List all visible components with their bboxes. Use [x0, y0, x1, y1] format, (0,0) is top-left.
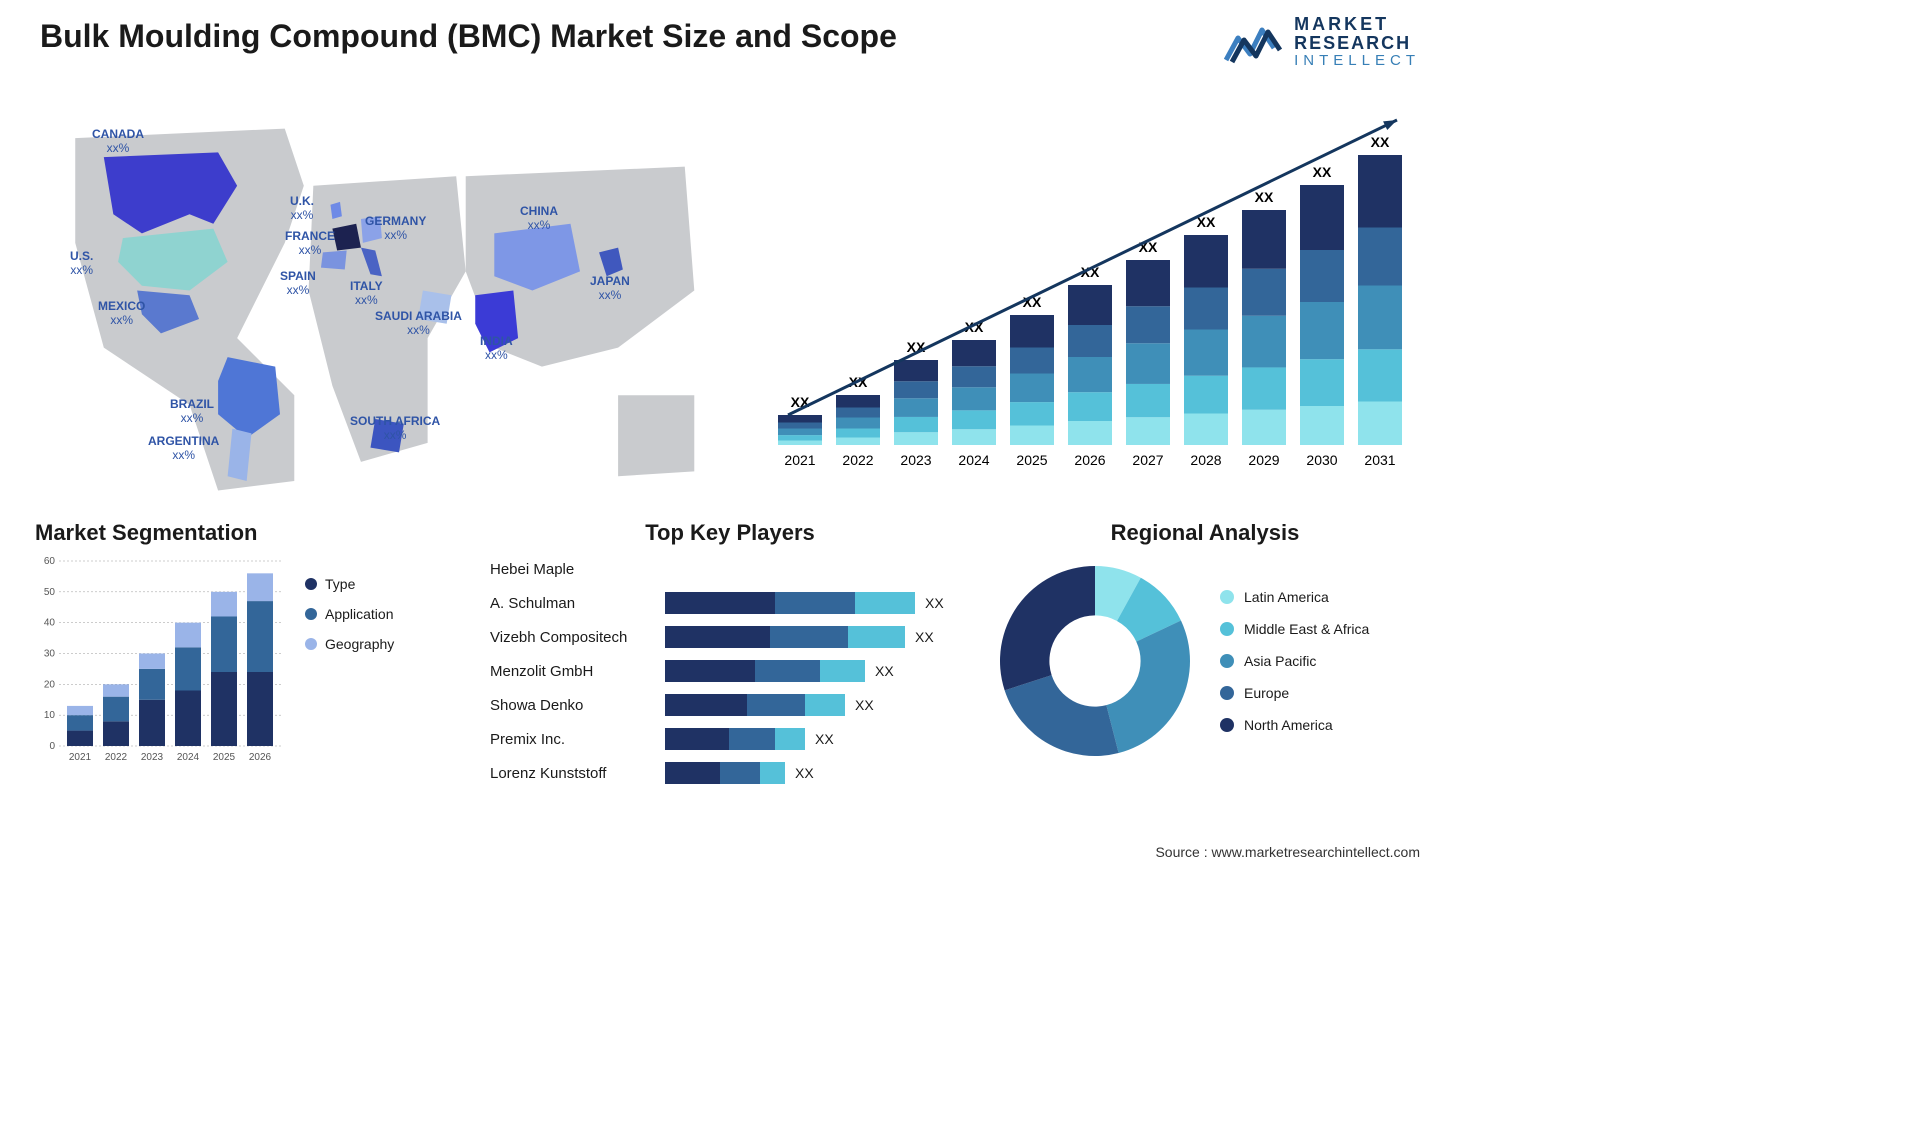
- regional-title: Regional Analysis: [990, 520, 1420, 546]
- svg-text:2021: 2021: [69, 752, 92, 763]
- market-size-chart: XX2021XX2022XX2023XX2024XX2025XX2026XX20…: [770, 105, 1420, 475]
- svg-text:2021: 2021: [784, 452, 815, 468]
- svg-text:2030: 2030: [1306, 452, 1337, 468]
- map-label-france: FRANCExx%: [285, 230, 335, 258]
- map-label-spain: SPAINxx%: [280, 270, 316, 298]
- svg-text:2025: 2025: [1016, 452, 1047, 468]
- svg-text:2025: 2025: [213, 752, 236, 763]
- map-label-south-africa: SOUTH AFRICAxx%: [350, 415, 440, 443]
- kp-row-premix-inc-: Premix Inc.XX: [490, 726, 970, 752]
- svg-text:2023: 2023: [900, 452, 931, 468]
- svg-text:40: 40: [44, 618, 56, 629]
- kp-row-lorenz-kunststoff: Lorenz KunststoffXX: [490, 760, 970, 786]
- logo-text-3: INTELLECT: [1294, 53, 1420, 69]
- svg-text:2028: 2028: [1190, 452, 1221, 468]
- svg-text:2022: 2022: [842, 452, 873, 468]
- segmentation-section: Market Segmentation 0 10 20 30 40 50 60 2021 202…: [35, 520, 435, 791]
- reg-legend-latin-america: Latin America: [1220, 589, 1369, 605]
- page-title: Bulk Moulding Compound (BMC) Market Size…: [40, 18, 897, 55]
- map-label-u-s-: U.S.xx%: [70, 250, 93, 278]
- seg-legend-application: Application: [305, 606, 394, 622]
- regional-section: Regional Analysis Latin America Middle Ea…: [990, 520, 1420, 766]
- reg-legend-middle-east-africa: Middle East & Africa: [1220, 621, 1369, 637]
- svg-text:2031: 2031: [1364, 452, 1395, 468]
- segmentation-chart: 0 10 20 30 40 50 60 2021 2022 2023 2024 2025 2026: [35, 556, 285, 791]
- map-label-brazil: BRAZILxx%: [170, 398, 214, 426]
- key-players-title: Top Key Players: [490, 520, 970, 546]
- logo-text-2: RESEARCH: [1294, 34, 1420, 53]
- svg-text:2029: 2029: [1248, 452, 1279, 468]
- kp-row-a-schulman: A. SchulmanXX: [490, 590, 970, 616]
- segmentation-title: Market Segmentation: [35, 520, 435, 546]
- map-label-germany: GERMANYxx%: [365, 215, 426, 243]
- svg-text:2023: 2023: [141, 752, 164, 763]
- regional-donut: [990, 556, 1200, 766]
- svg-text:0: 0: [49, 741, 55, 752]
- svg-text:50: 50: [44, 587, 56, 598]
- reg-legend-europe: Europe: [1220, 685, 1369, 701]
- map-label-italy: ITALYxx%: [350, 280, 383, 308]
- reg-legend-north-america: North America: [1220, 717, 1369, 733]
- svg-text:XX: XX: [1313, 164, 1332, 180]
- kp-row-showa-denko: Showa DenkoXX: [490, 692, 970, 718]
- regional-legend: Latin America Middle East & Africa Asia Pa…: [1220, 589, 1369, 733]
- map-label-mexico: MEXICOxx%: [98, 300, 145, 328]
- source-text: Source : www.marketresearchintellect.com: [1155, 844, 1420, 860]
- svg-text:2026: 2026: [1074, 452, 1105, 468]
- segmentation-legend: Type Application Geography: [305, 576, 394, 652]
- logo-text-1: MARKET: [1294, 15, 1420, 34]
- svg-text:XX: XX: [1371, 134, 1390, 150]
- logo-mark-icon: [1224, 20, 1284, 64]
- svg-text:2026: 2026: [249, 752, 272, 763]
- map-label-saudi-arabia: SAUDI ARABIAxx%: [375, 310, 462, 338]
- kp-row-hebei-maple: Hebei Maple: [490, 556, 970, 582]
- reg-legend-asia-pacific: Asia Pacific: [1220, 653, 1369, 669]
- seg-legend-geography: Geography: [305, 636, 394, 652]
- seg-legend-type: Type: [305, 576, 394, 592]
- svg-text:10: 10: [44, 710, 56, 721]
- map-label-argentina: ARGENTINAxx%: [148, 435, 219, 463]
- svg-text:20: 20: [44, 679, 56, 690]
- map-label-india: INDIAxx%: [480, 335, 513, 363]
- brand-logo: MARKET RESEARCH INTELLECT: [1224, 15, 1420, 69]
- svg-text:2024: 2024: [958, 452, 989, 468]
- world-map: CANADAxx% U.S.xx%MEXICOxx% BRAZILxx% ARGENT…: [30, 100, 730, 500]
- kp-row-menzolit-gmbh: Menzolit GmbHXX: [490, 658, 970, 684]
- map-label-japan: JAPANxx%: [590, 275, 630, 303]
- svg-text:60: 60: [44, 556, 56, 567]
- svg-text:XX: XX: [1255, 189, 1274, 205]
- svg-text:2024: 2024: [177, 752, 200, 763]
- map-label-china: CHINAxx%: [520, 205, 558, 233]
- svg-text:2022: 2022: [105, 752, 128, 763]
- map-label-canada: CANADAxx%: [92, 128, 144, 156]
- key-players-section: Top Key Players Hebei Maple A. SchulmanXX…: [490, 520, 970, 794]
- svg-text:30: 30: [44, 649, 56, 660]
- svg-text:2027: 2027: [1132, 452, 1163, 468]
- map-label-u-k-: U.K.xx%: [290, 195, 314, 223]
- kp-row-vizebh-compositech: Vizebh CompositechXX: [490, 624, 970, 650]
